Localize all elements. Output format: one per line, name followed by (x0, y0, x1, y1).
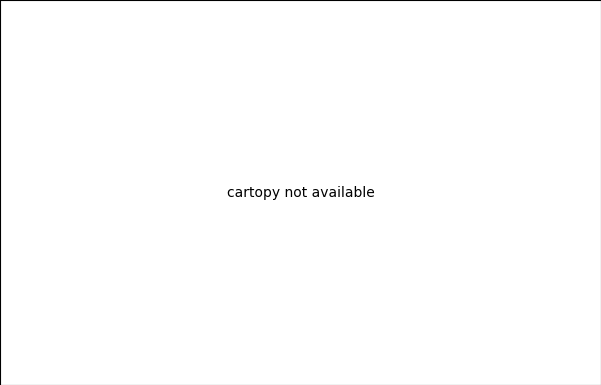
Text: cartopy not available: cartopy not available (227, 186, 374, 199)
